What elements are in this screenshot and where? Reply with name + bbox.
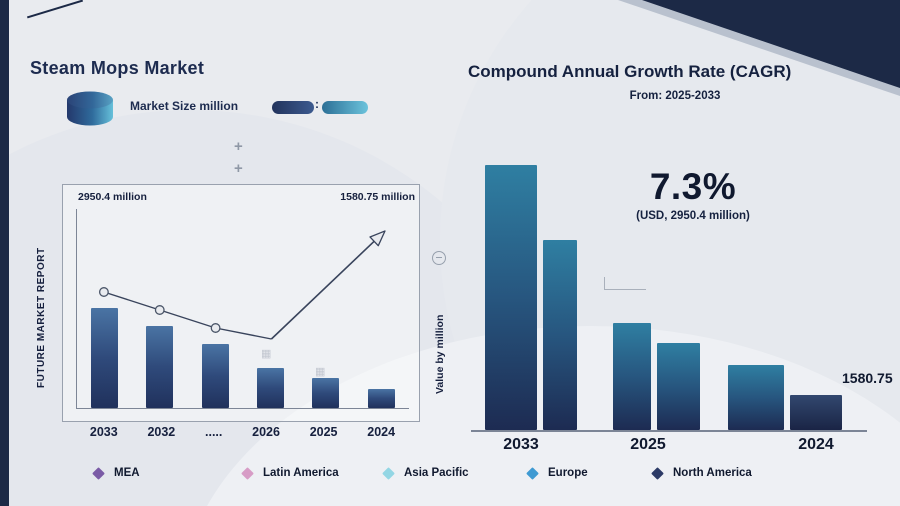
left-x-label: 2032 [147, 425, 176, 439]
page-title: Steam Mops Market [30, 58, 205, 78]
left-bar-column [77, 209, 132, 408]
left-x-label: ..... [205, 425, 223, 439]
left-x-label: 2026 [252, 425, 280, 439]
database-icon [67, 91, 113, 126]
bracket-decoration [604, 277, 646, 290]
left-bar-2025 [312, 378, 340, 408]
market-size-label: Market Size million [130, 99, 239, 113]
left-bar-column [243, 209, 298, 408]
left-x-label: 2024 [367, 425, 396, 439]
right-chart-baseline [471, 430, 867, 432]
left-bar-..... [201, 344, 229, 408]
left-x-label: 2025 [309, 425, 338, 439]
left-bar-2024 [367, 389, 395, 408]
left-x-labels: 2033 2032..... 2026 2025 2024 [75, 425, 410, 439]
left-bar-column [188, 209, 243, 408]
left-bar-column [298, 209, 353, 408]
left-bar-2033 [91, 308, 119, 408]
grid-watermark-icon: ▦ [261, 348, 272, 360]
left-bar-column [354, 209, 409, 408]
value-axis-label: Value by million [434, 314, 446, 394]
left-x-label: 2033 [89, 425, 118, 439]
cagr-title: Compound Annual Growth Rate (CAGR) [468, 62, 792, 81]
top-left-accent-line [26, 0, 84, 19]
end-value-label: 1580.75 [842, 370, 893, 386]
left-bar-column [132, 209, 187, 408]
left-chart-panel: 2950.4 million 1580.75 million ▦ ▦ [62, 184, 420, 422]
minus-circle-icon [432, 251, 446, 265]
pill-icon-teal [322, 101, 368, 114]
grid-watermark-icon: ▦ [315, 366, 326, 378]
plus-icon: + [234, 160, 243, 177]
left-accent-bar [0, 0, 9, 506]
pill-separator: : [315, 97, 319, 111]
cagr-period: From: 2025-2033 [629, 90, 721, 102]
left-bar-2026 [257, 368, 285, 408]
plus-icon: + [234, 138, 243, 155]
future-market-report-label: FUTURE MARKET REPORT [36, 247, 47, 388]
left-bar-2032 [146, 326, 174, 408]
cagr-note: (USD, 2950.4 million) [636, 210, 750, 222]
pill-icon-dark [272, 101, 314, 114]
left-bars-area [76, 209, 409, 409]
start-value-label: 2950.4 million [78, 191, 147, 203]
end-value-label-left: 1580.75 million [340, 191, 415, 203]
cagr-value: 7.3% [649, 166, 737, 207]
